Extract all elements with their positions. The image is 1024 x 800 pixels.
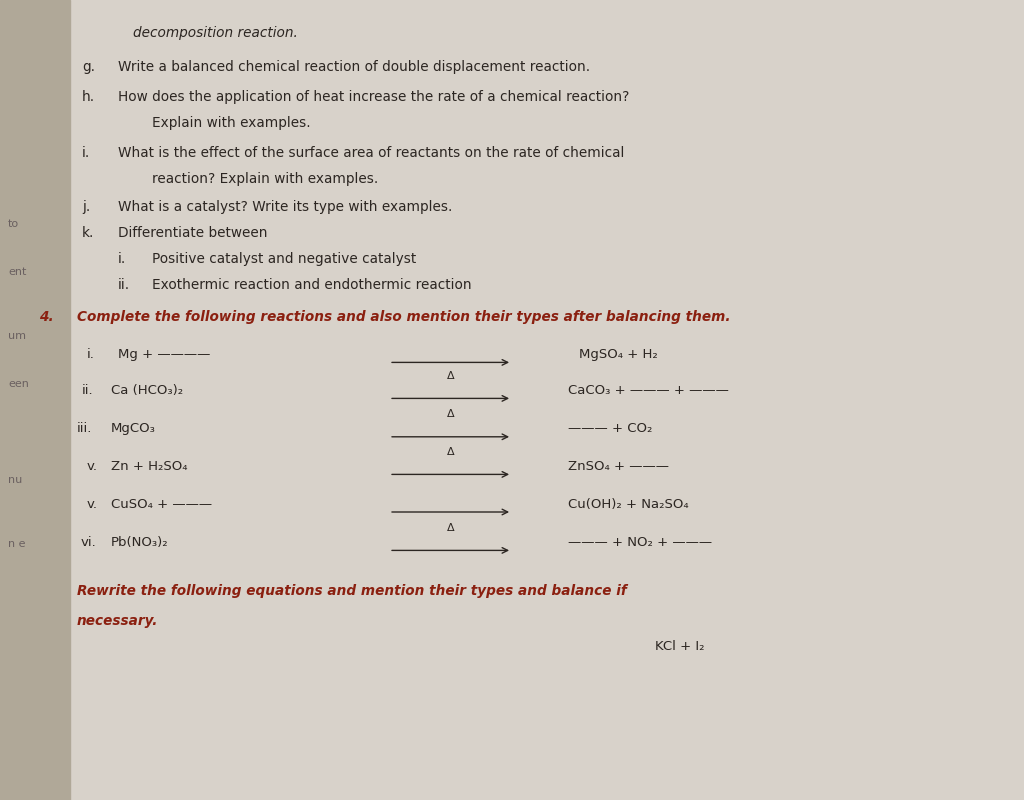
Text: um: um xyxy=(8,331,27,341)
Text: v.: v. xyxy=(87,460,98,473)
Text: i.: i. xyxy=(118,252,126,266)
Bar xyxy=(0,0,70,800)
Text: Rewrite the following equations and mention their types and balance if: Rewrite the following equations and ment… xyxy=(77,584,627,598)
Text: Exothermic reaction and endothermic reaction: Exothermic reaction and endothermic reac… xyxy=(152,278,471,292)
Text: een: een xyxy=(8,379,29,389)
Text: Cu(OH)₂ + Na₂SO₄: Cu(OH)₂ + Na₂SO₄ xyxy=(568,498,689,510)
Text: iii.: iii. xyxy=(77,422,92,435)
Text: CuSO₄ + ———: CuSO₄ + ——— xyxy=(111,498,212,510)
Text: What is the effect of the surface area of reactants on the rate of chemical: What is the effect of the surface area o… xyxy=(118,146,625,160)
Text: ZnSO₄ + ———: ZnSO₄ + ——— xyxy=(568,460,670,473)
Text: vi.: vi. xyxy=(81,536,96,549)
Text: h.: h. xyxy=(82,90,95,104)
Text: i.: i. xyxy=(82,146,90,160)
Text: i.: i. xyxy=(87,348,95,361)
Text: k.: k. xyxy=(82,226,94,240)
Text: Positive catalyst and negative catalyst: Positive catalyst and negative catalyst xyxy=(152,252,416,266)
Text: Δ: Δ xyxy=(446,370,455,381)
Text: How does the application of heat increase the rate of a chemical reaction?: How does the application of heat increas… xyxy=(118,90,629,104)
Text: KCl + I₂: KCl + I₂ xyxy=(655,640,705,653)
Text: Δ: Δ xyxy=(446,523,455,533)
Text: reaction? Explain with examples.: reaction? Explain with examples. xyxy=(152,172,378,186)
Text: What is a catalyst? Write its type with examples.: What is a catalyst? Write its type with … xyxy=(118,200,453,214)
Text: ——— + CO₂: ——— + CO₂ xyxy=(568,422,652,435)
Text: decomposition reaction.: decomposition reaction. xyxy=(133,26,298,39)
Text: to: to xyxy=(8,219,19,229)
Text: 4.: 4. xyxy=(39,310,53,325)
Text: Zn + H₂SO₄: Zn + H₂SO₄ xyxy=(111,460,187,473)
Text: g.: g. xyxy=(82,60,95,74)
Text: Complete the following reactions and also mention their types after balancing th: Complete the following reactions and als… xyxy=(77,310,730,325)
Text: v.: v. xyxy=(87,498,98,510)
Text: j.: j. xyxy=(82,200,90,214)
Text: Δ: Δ xyxy=(446,410,455,419)
Text: nu: nu xyxy=(8,475,23,485)
Text: Mg + ————: Mg + ———— xyxy=(118,348,210,361)
Text: Pb(NO₃)₂: Pb(NO₃)₂ xyxy=(111,536,168,549)
Text: Differentiate between: Differentiate between xyxy=(118,226,267,240)
Text: Write a balanced chemical reaction of double displacement reaction.: Write a balanced chemical reaction of do… xyxy=(118,60,590,74)
Text: MgSO₄ + H₂: MgSO₄ + H₂ xyxy=(579,348,657,361)
Text: ent: ent xyxy=(8,267,27,277)
Text: n e: n e xyxy=(8,539,26,549)
Text: Explain with examples.: Explain with examples. xyxy=(152,116,310,130)
Text: CaCO₃ + ——— + ———: CaCO₃ + ——— + ——— xyxy=(568,384,729,397)
Text: Ca (HCO₃)₂: Ca (HCO₃)₂ xyxy=(111,384,182,397)
Text: ii.: ii. xyxy=(82,384,93,397)
Text: MgCO₃: MgCO₃ xyxy=(111,422,156,435)
Text: ii.: ii. xyxy=(118,278,130,292)
Text: ——— + NO₂ + ———: ——— + NO₂ + ——— xyxy=(568,536,713,549)
Text: Δ: Δ xyxy=(446,446,455,457)
Text: necessary.: necessary. xyxy=(77,614,158,629)
